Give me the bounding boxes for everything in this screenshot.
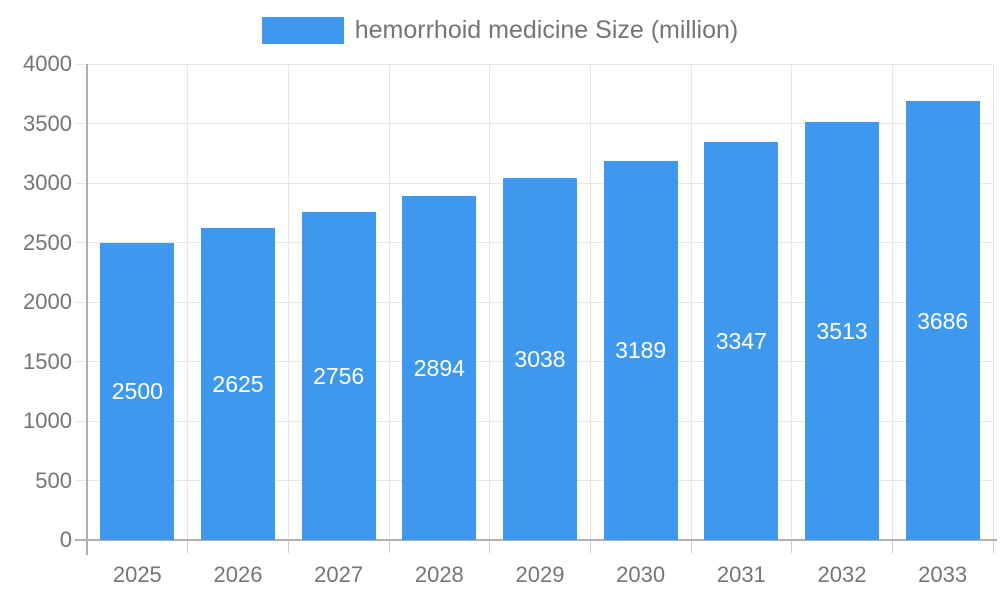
bar[interactable] <box>905 101 980 540</box>
gridline-vertical <box>791 64 793 540</box>
bar[interactable] <box>402 195 477 540</box>
y-axis-label: 500 <box>35 467 72 493</box>
y-axis-label: 1000 <box>23 408 72 433</box>
bar-value-label: 3347 <box>715 327 767 354</box>
x-axis-label: 2033 <box>918 562 968 587</box>
bar-value-label: 3513 <box>816 317 868 344</box>
x-axis-tick <box>589 540 591 553</box>
bar-value-label: 2625 <box>212 370 264 397</box>
x-axis-label: 2031 <box>716 562 766 587</box>
x-axis-tick <box>891 540 893 553</box>
y-axis-label: 2000 <box>23 289 72 314</box>
x-axis-label: 2026 <box>213 562 263 587</box>
legend-label: hemorrhoid medicine Size (million) <box>354 16 739 44</box>
y-axis-label: 2500 <box>23 229 72 255</box>
x-axis-tick <box>690 540 692 553</box>
x-axis-label: 2025 <box>112 562 162 587</box>
gridline-horizontal <box>75 123 993 124</box>
bar[interactable] <box>603 160 678 540</box>
legend-swatch <box>261 17 344 44</box>
gridline-vertical <box>589 64 591 540</box>
gridline-vertical <box>489 64 491 540</box>
bar[interactable] <box>805 121 879 540</box>
x-axis-tick <box>287 540 289 553</box>
y-axis-label: 4000 <box>23 51 72 76</box>
y-axis-label: 1500 <box>23 348 72 374</box>
gridline-vertical <box>992 64 994 540</box>
x-axis-tick <box>388 540 390 553</box>
gridline-vertical <box>287 64 289 540</box>
bar[interactable] <box>301 212 376 540</box>
x-axis-tick <box>791 540 793 553</box>
y-axis-line <box>86 64 88 555</box>
y-axis-label: 3000 <box>23 170 72 195</box>
bar-value-label: 3189 <box>615 337 667 364</box>
gridline-vertical <box>187 64 189 540</box>
gridline-vertical <box>388 64 390 540</box>
bar-value-label: 2500 <box>111 378 163 405</box>
gridline-vertical <box>690 64 692 540</box>
legend[interactable]: hemorrhoid medicine Size (million) <box>0 16 1000 45</box>
x-axis-tick <box>187 540 189 553</box>
bar-value-label: 2756 <box>313 363 365 390</box>
gridline-horizontal <box>75 63 993 65</box>
gridline-vertical <box>891 64 893 540</box>
bar[interactable] <box>503 178 577 540</box>
x-axis-label: 2028 <box>414 562 464 587</box>
bar-value-label: 3686 <box>917 307 969 334</box>
bar[interactable] <box>100 242 175 540</box>
x-axis-label: 2030 <box>616 562 666 587</box>
bar-value-label: 2894 <box>413 354 465 381</box>
x-axis-tick <box>489 540 491 553</box>
x-axis-label: 2029 <box>515 562 565 587</box>
y-axis-label: 0 <box>59 527 72 552</box>
x-axis-label: 2027 <box>314 562 364 587</box>
bar[interactable] <box>201 227 275 540</box>
x-axis-line <box>75 539 997 541</box>
bar[interactable] <box>704 141 779 540</box>
y-axis-label: 3500 <box>23 110 72 136</box>
x-axis-label: 2032 <box>817 562 867 587</box>
bar-value-label: 3038 <box>514 346 566 373</box>
x-axis-tick <box>992 540 994 553</box>
